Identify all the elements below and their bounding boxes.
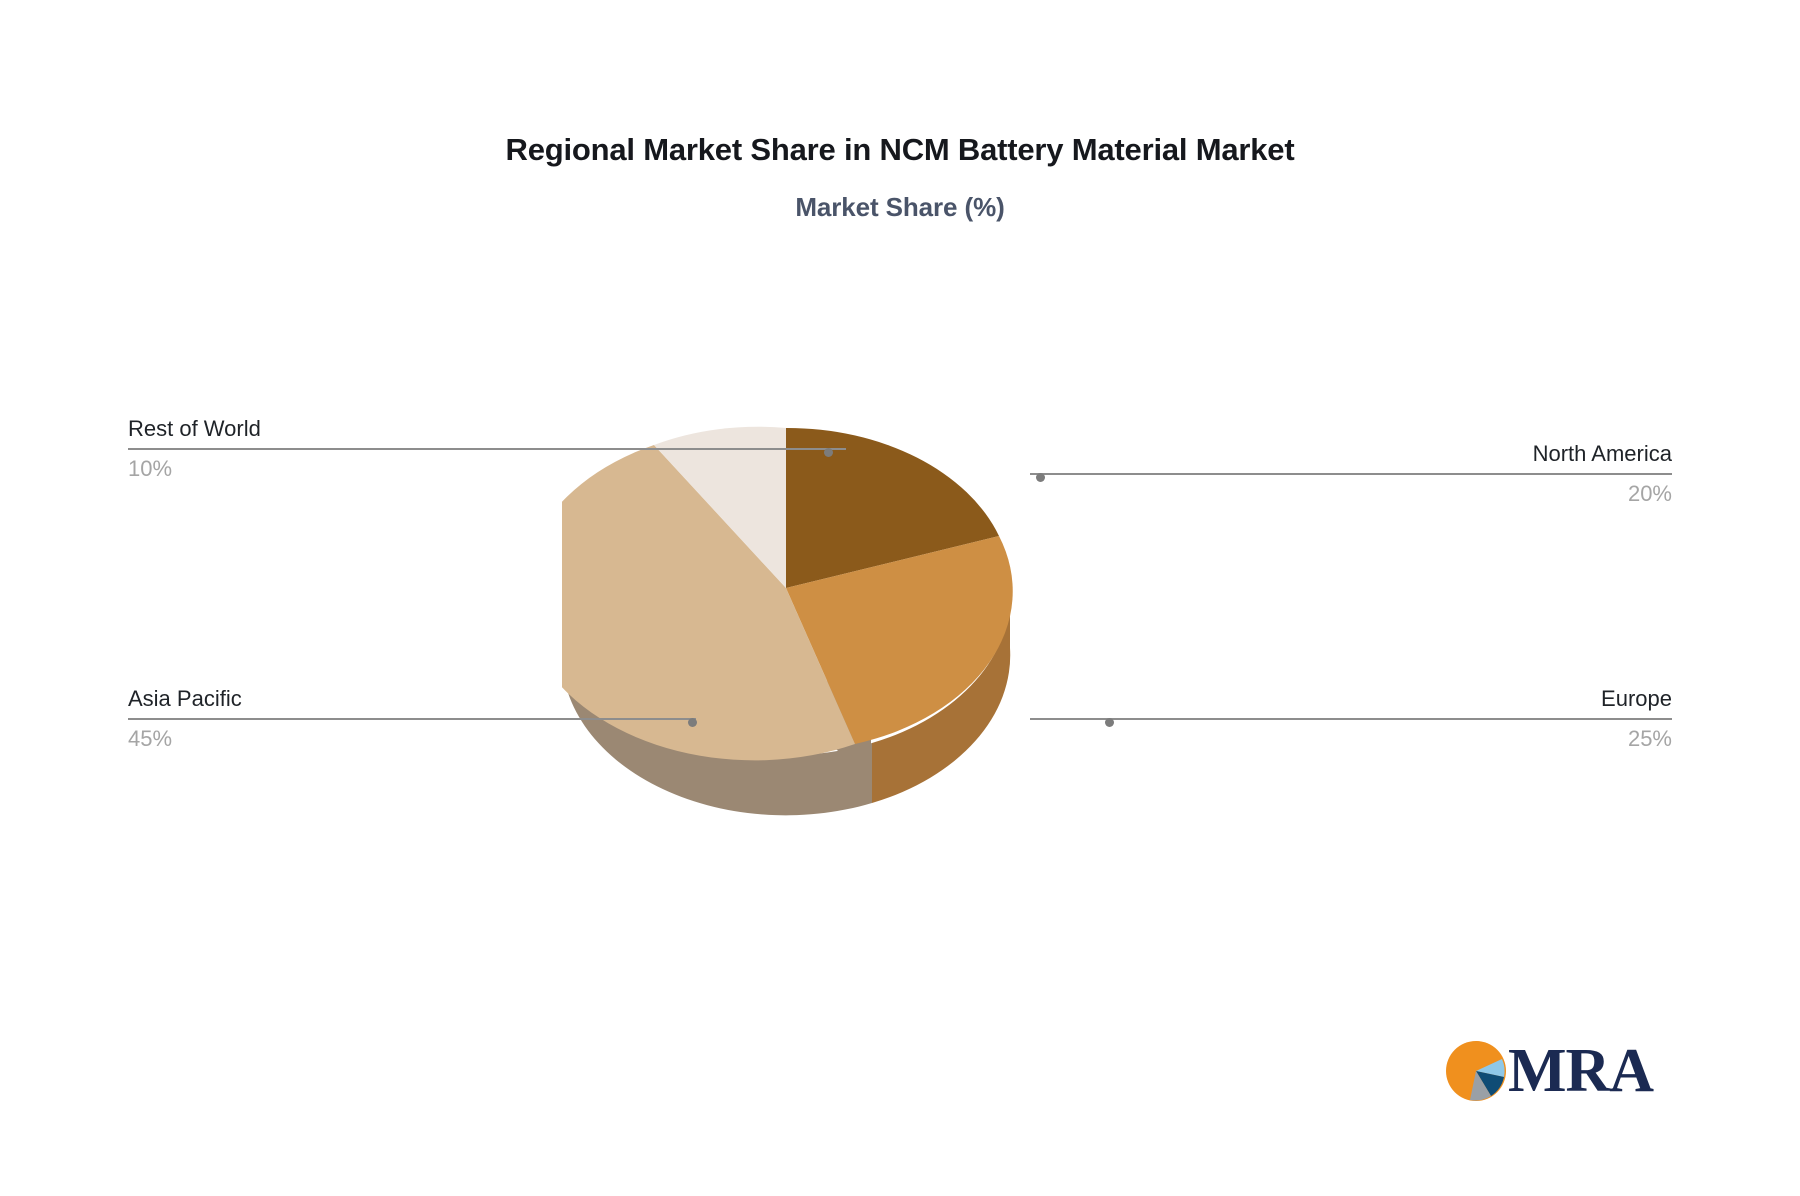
pie-chart — [562, 360, 1238, 920]
leader-dot-asia-pacific — [688, 718, 697, 727]
callout-value-rest-of-world: 10% — [128, 456, 173, 481]
callout-value-europe: 25% — [1627, 726, 1672, 751]
chart-subtitle: Market Share (%) — [795, 192, 1005, 222]
pie-side-ap-rim — [562, 588, 872, 816]
pie-slice-north-america[interactable] — [786, 427, 999, 588]
callout-north-america[interactable]: North America 20% — [1030, 440, 1672, 508]
leader-line-rest-of-world — [128, 448, 846, 450]
leader-line-north-america — [1030, 473, 1672, 475]
callout-label-rest-of-world: Rest of World — [128, 416, 261, 441]
leader-line-europe — [1030, 718, 1672, 720]
callout-label-north-america: North America — [1532, 441, 1672, 466]
mra-logo-pie-icon — [1446, 1041, 1506, 1101]
chart-title: Regional Market Share in NCM Battery Mat… — [505, 132, 1295, 167]
leader-dot-north-america — [1036, 473, 1045, 482]
pie-top-face — [562, 426, 1013, 761]
pie-slice-rest-of-world[interactable] — [654, 426, 786, 588]
leader-line-asia-pacific — [128, 718, 696, 720]
pie-slice-asia-pacific[interactable] — [562, 445, 855, 761]
callout-label-asia-pacific: Asia Pacific — [128, 686, 242, 711]
leader-dot-rest-of-world — [824, 448, 833, 457]
pie-slice-europe[interactable] — [786, 536, 1013, 744]
mra-logo-text: MRA — [1508, 1037, 1654, 1105]
callout-value-asia-pacific: 45% — [128, 726, 173, 751]
mra-logo: MRA — [1444, 1030, 1654, 1112]
leader-dot-europe — [1105, 718, 1114, 727]
callout-asia-pacific[interactable]: Asia Pacific 45% — [128, 685, 696, 753]
callout-value-north-america: 20% — [1627, 481, 1672, 506]
callout-rest-of-world[interactable]: Rest of World 10% — [128, 415, 846, 483]
callout-label-europe: Europe — [1601, 686, 1672, 711]
pie-side-europe-rim — [872, 588, 1011, 803]
callout-europe[interactable]: Europe 25% — [1030, 685, 1672, 753]
